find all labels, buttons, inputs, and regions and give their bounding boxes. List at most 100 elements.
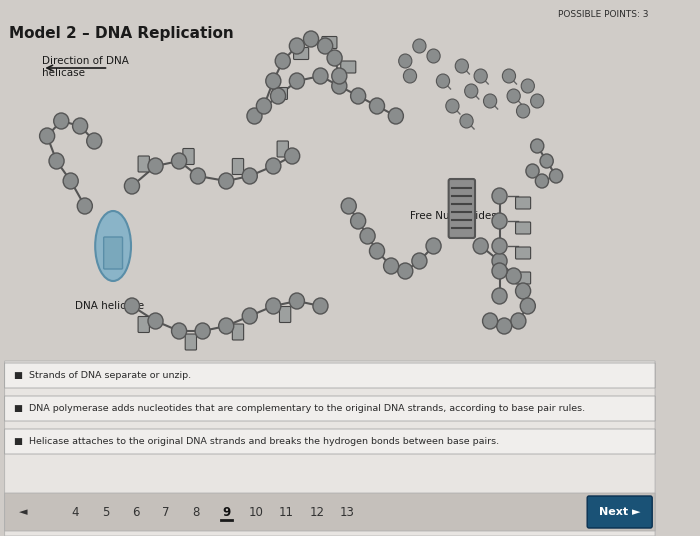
FancyBboxPatch shape [186,334,197,350]
Circle shape [256,98,272,114]
Circle shape [455,59,468,73]
Circle shape [520,298,536,314]
Circle shape [285,148,300,164]
Circle shape [242,168,258,184]
Text: 10: 10 [249,505,264,518]
Circle shape [370,98,384,114]
Circle shape [492,213,507,229]
Circle shape [398,263,413,279]
Circle shape [506,268,522,284]
Circle shape [531,94,544,108]
Circle shape [492,263,507,279]
Circle shape [125,178,139,194]
Circle shape [492,288,507,304]
Circle shape [289,293,304,309]
Text: 8: 8 [193,505,200,518]
Circle shape [540,154,553,168]
Circle shape [522,79,534,93]
Circle shape [360,228,375,244]
FancyBboxPatch shape [138,156,149,172]
FancyBboxPatch shape [104,237,122,269]
Circle shape [332,68,346,84]
Text: 11: 11 [279,505,294,518]
Circle shape [125,298,139,314]
Circle shape [426,238,441,254]
Text: Next ►: Next ► [599,507,641,517]
Circle shape [517,104,530,118]
Circle shape [289,38,304,54]
Circle shape [492,238,507,254]
Circle shape [242,308,258,324]
Circle shape [460,114,473,128]
FancyBboxPatch shape [587,496,652,528]
Text: 5: 5 [102,505,109,518]
Text: Place the steps in order to describe the replication of DNA in a cell.: Place the steps in order to describe the… [9,364,360,374]
Circle shape [473,238,488,254]
FancyBboxPatch shape [515,247,531,259]
FancyBboxPatch shape [232,324,244,340]
Circle shape [515,283,531,299]
FancyBboxPatch shape [232,159,244,175]
Circle shape [270,88,286,104]
Text: 7: 7 [162,505,169,518]
Text: ■  Helicase attaches to the original DNA strands and breaks the hydrogen bonds b: ■ Helicase attaches to the original DNA … [14,437,499,446]
Circle shape [266,298,281,314]
FancyBboxPatch shape [515,272,531,284]
Circle shape [341,198,356,214]
FancyBboxPatch shape [515,197,531,209]
Circle shape [384,258,399,274]
Circle shape [482,313,498,329]
Circle shape [190,168,206,184]
Circle shape [550,169,563,183]
Circle shape [370,243,384,259]
Text: 12: 12 [309,505,324,518]
Circle shape [266,158,281,174]
FancyBboxPatch shape [341,61,356,73]
Circle shape [77,198,92,214]
Text: 13: 13 [340,505,354,518]
Circle shape [148,313,163,329]
Circle shape [436,74,449,88]
Circle shape [172,153,187,169]
Circle shape [172,323,187,339]
FancyBboxPatch shape [449,179,475,238]
Circle shape [399,54,412,68]
Circle shape [446,99,459,113]
Circle shape [412,253,427,269]
Circle shape [289,73,304,89]
Text: Model 2 – DNA Replication: Model 2 – DNA Replication [9,26,234,41]
Circle shape [351,88,365,104]
Circle shape [465,84,478,98]
Circle shape [218,173,234,189]
FancyBboxPatch shape [5,429,655,454]
Circle shape [304,31,318,47]
Circle shape [332,78,346,94]
Circle shape [497,318,512,334]
Text: POSSIBLE POINTS: 3: POSSIBLE POINTS: 3 [558,10,648,19]
Circle shape [313,298,328,314]
Circle shape [389,108,403,124]
Circle shape [427,49,440,63]
Circle shape [247,108,262,124]
Circle shape [313,68,328,84]
Circle shape [49,153,64,169]
Text: DNA helicase: DNA helicase [76,301,144,311]
FancyBboxPatch shape [279,307,290,323]
Circle shape [40,128,55,144]
FancyBboxPatch shape [5,493,655,531]
Text: 4: 4 [71,505,79,518]
Circle shape [148,158,163,174]
FancyBboxPatch shape [138,316,149,332]
FancyBboxPatch shape [293,48,309,59]
Ellipse shape [95,211,131,281]
FancyBboxPatch shape [277,141,288,157]
FancyBboxPatch shape [272,87,288,100]
FancyBboxPatch shape [515,222,531,234]
Circle shape [413,39,426,53]
Text: ■  Strands of DNA separate or unzip.: ■ Strands of DNA separate or unzip. [14,371,191,380]
Circle shape [218,318,234,334]
Circle shape [73,118,88,134]
Circle shape [318,38,332,54]
FancyBboxPatch shape [5,396,655,421]
FancyBboxPatch shape [183,148,194,165]
